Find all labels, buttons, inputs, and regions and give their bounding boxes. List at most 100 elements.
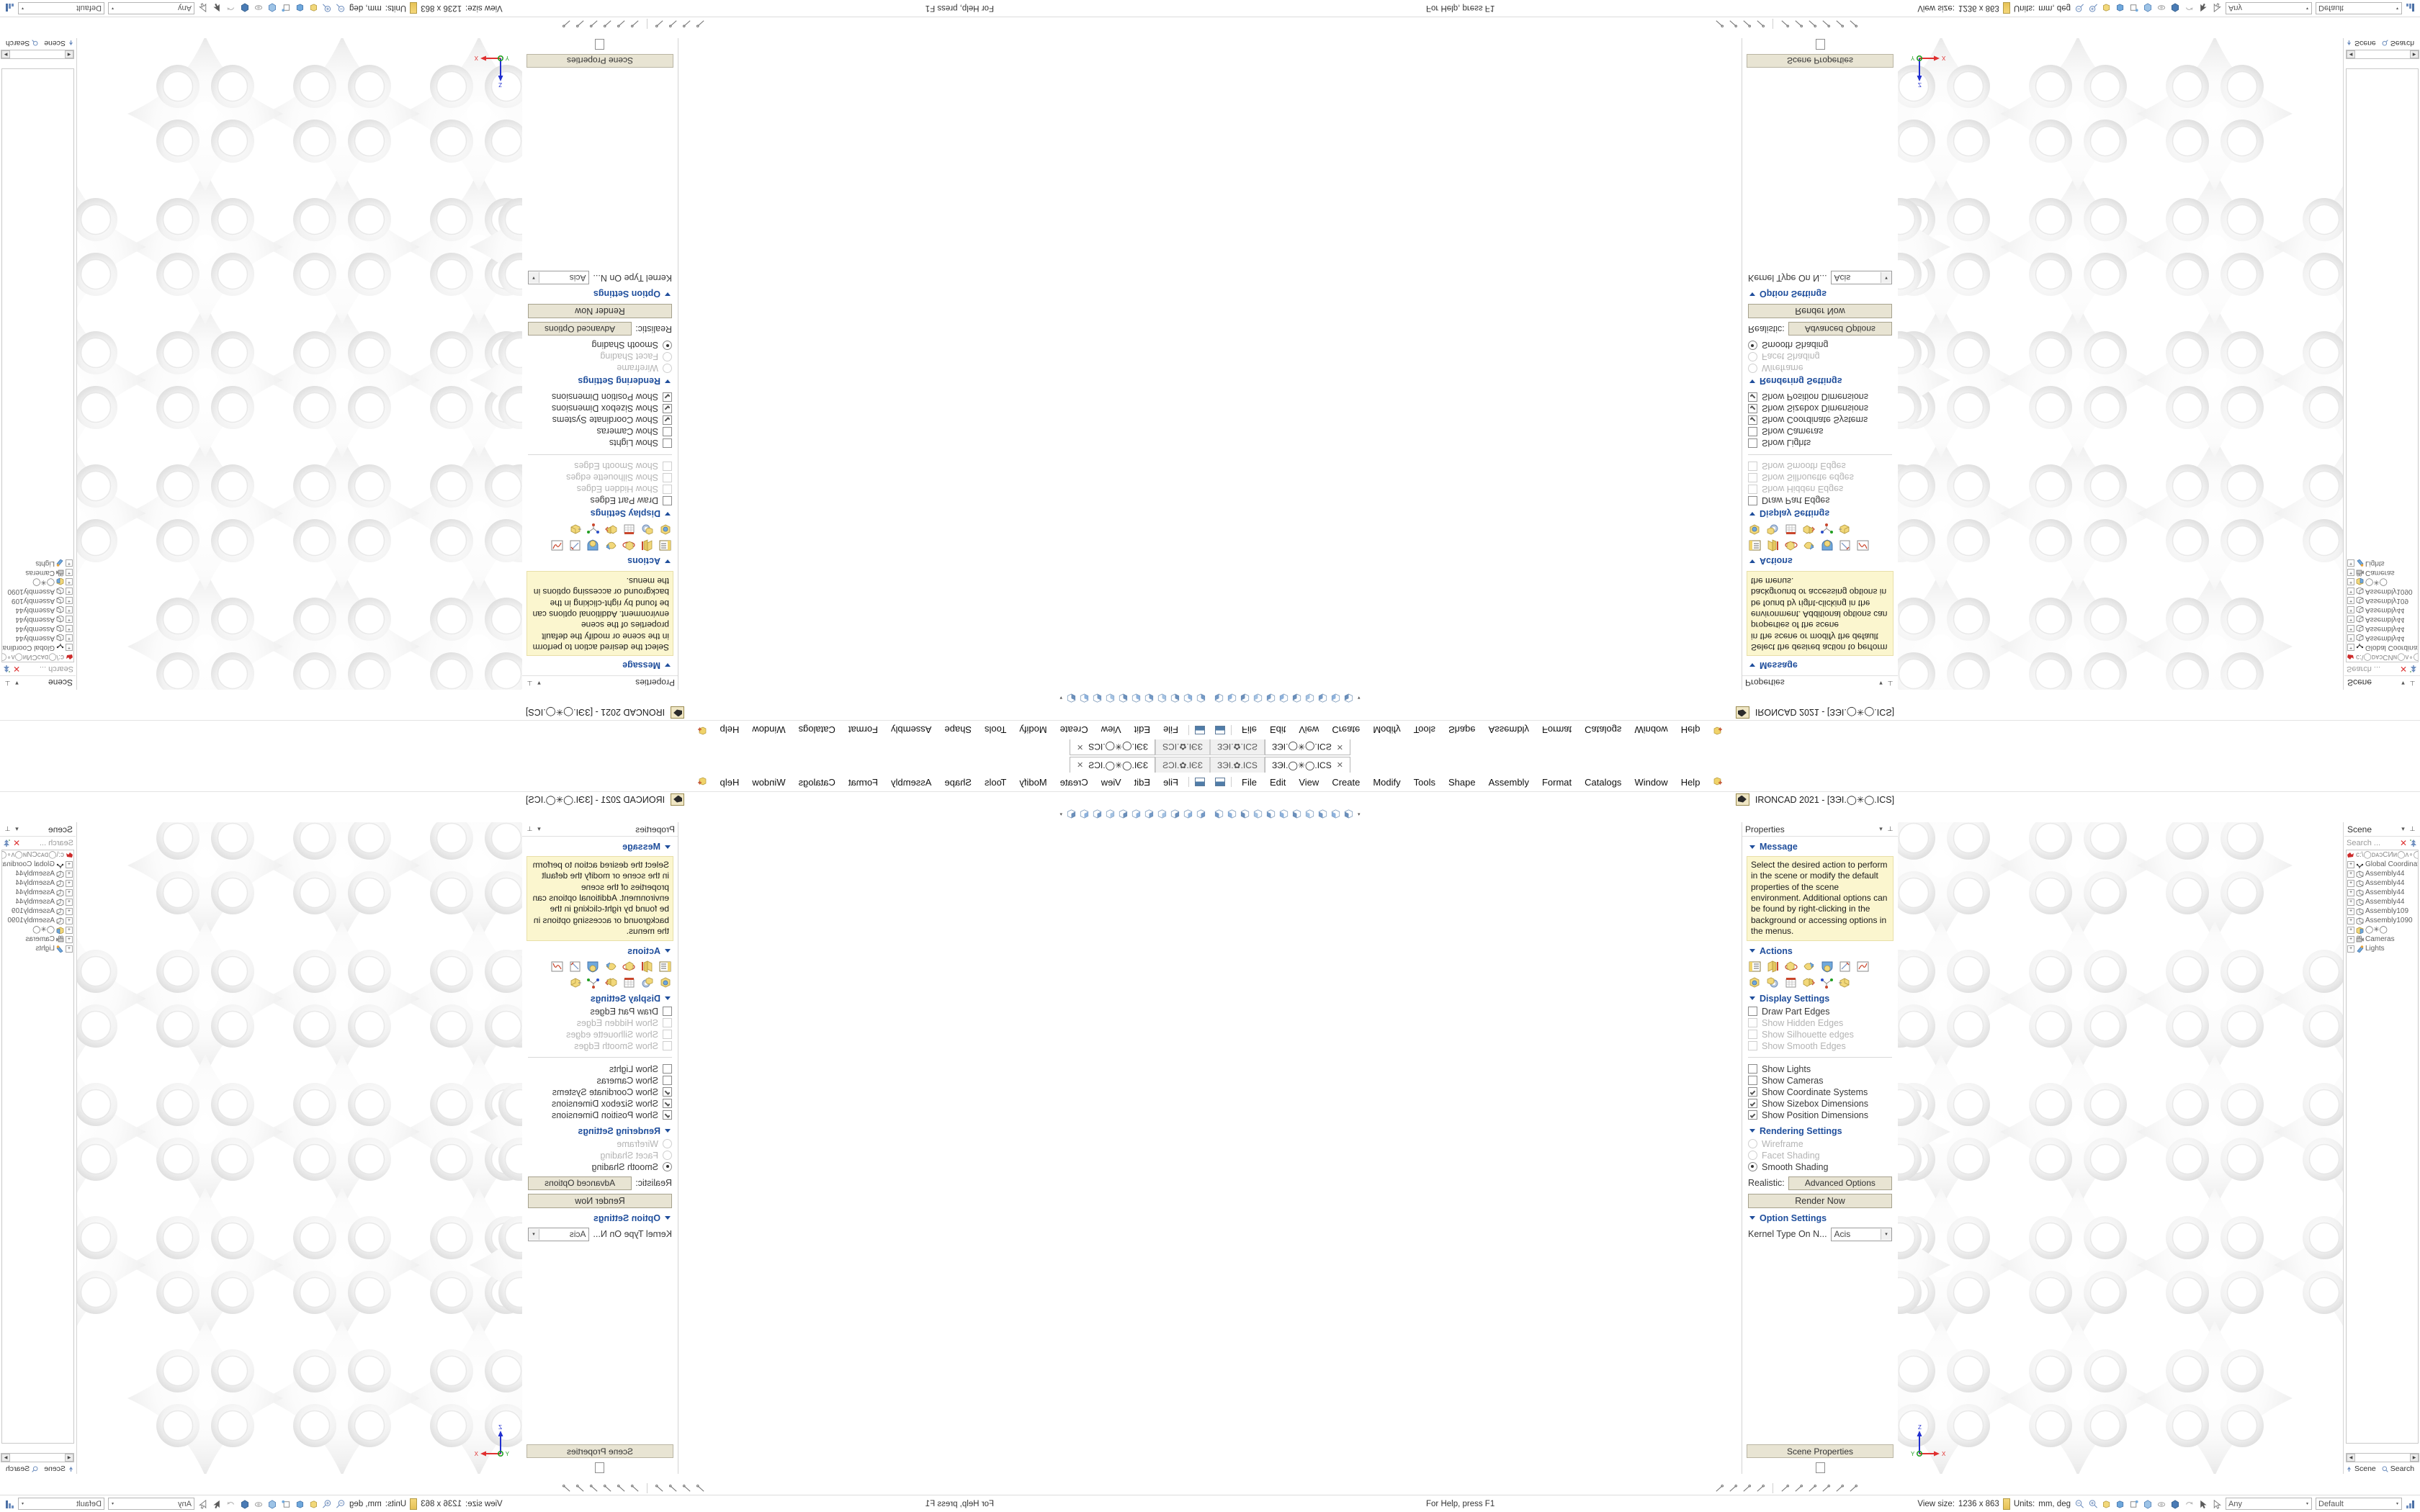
shield-color-icon[interactable] [1820, 539, 1834, 552]
view-orientation-icon[interactable] [1252, 692, 1263, 704]
scroll-right-icon[interactable]: ▶ [1, 1454, 10, 1462]
expand-plus-icon[interactable]: + [2347, 559, 2354, 567]
fillet-icon[interactable] [1821, 19, 1832, 30]
view-orientation-icon[interactable] [1265, 809, 1276, 821]
scene-tree[interactable]: c:\◯ᴅᴀɔCИи◯ᴧ∘◯∘◯∘ᴧ◯ИN+Global Coordinate … [1, 850, 74, 1444]
offset-icon[interactable] [1793, 1483, 1804, 1493]
edit-sketch-icon[interactable] [568, 960, 582, 973]
view-orientation-icon[interactable] [1092, 692, 1103, 704]
network-status-icon[interactable] [4, 4, 14, 14]
display-settings-header[interactable]: Display Settings [522, 993, 678, 1004]
scene-tree-node[interactable]: + Assembly44 [2347, 888, 2418, 897]
dimension-icon[interactable] [1834, 19, 1845, 30]
extrude-part-icon[interactable] [1766, 539, 1780, 552]
pin-icon[interactable]: ⊥ [526, 680, 533, 687]
checkbox-show-position-dimensions[interactable]: Show Position Dimensions [1748, 1110, 1892, 1121]
expand-plus-icon[interactable]: + [66, 578, 73, 586]
checkbox-draw-part-edges[interactable]: Draw Part Edges [528, 495, 672, 506]
grid-snap-icon[interactable] [622, 523, 636, 536]
checkbox-show-cameras[interactable]: Show Cameras [1748, 1075, 1892, 1086]
render-style-select[interactable]: Default ▾ [2316, 1498, 2402, 1510]
rotate-scene-icon[interactable] [622, 960, 636, 973]
view-orientation-icon[interactable] [1157, 692, 1168, 704]
chevron-down-icon[interactable]: ▾ [15, 680, 19, 687]
menu-item-assembly[interactable]: Assembly [891, 776, 932, 788]
scene-tree-node[interactable]: + Lights [2, 944, 73, 953]
checkbox-box[interactable] [663, 438, 672, 448]
view-box-icon[interactable] [239, 1499, 250, 1509]
filter-tree-icon[interactable] [2409, 665, 2418, 674]
filter-tree-icon[interactable] [2, 665, 11, 674]
display-settings-header[interactable]: Display Settings [522, 508, 678, 519]
view-orientation-icon[interactable] [1317, 692, 1328, 704]
scene-tree-node[interactable]: + ◯✳◯ [2347, 925, 2418, 935]
shade-icon[interactable] [2143, 1499, 2154, 1509]
menu-item-tools[interactable]: Tools [985, 776, 1007, 788]
document-tab-inactive[interactable]: ЗЭI.✿.ICS [1210, 739, 1265, 755]
view-orientation-icon[interactable] [1105, 809, 1116, 821]
panel-layout-icon[interactable] [595, 1462, 605, 1473]
rendering-settings-header[interactable]: Rendering Settings [1742, 1125, 1898, 1137]
pin-icon[interactable]: ⊥ [2409, 825, 2416, 832]
menu-item-edit[interactable]: Edit [1269, 776, 1286, 788]
spline-icon[interactable] [1755, 1483, 1766, 1493]
graph-curve-icon[interactable] [1856, 960, 1870, 973]
radio-smooth-shading[interactable]: Smooth Shading [528, 339, 672, 351]
scene-tree-node[interactable]: + Cameras [2, 568, 73, 577]
3d-viewport[interactable]: Z X Y [76, 822, 522, 1474]
render-style-select[interactable]: Default ▾ [2316, 2, 2402, 14]
scene-tree-root[interactable]: c:\◯ᴅᴀɔCИи◯ᴧ∘◯∘◯∘ᴧ◯ИN [1, 652, 73, 662]
scene-tree-node[interactable]: + Assembly109 [2347, 596, 2418, 606]
expand-plus-icon[interactable]: + [66, 898, 73, 906]
snap-icon[interactable] [2129, 1499, 2140, 1509]
view-orientation-icon[interactable] [1183, 692, 1193, 704]
expand-plus-icon[interactable]: + [2347, 625, 2354, 633]
chevron-down-icon[interactable]: ▾ [2401, 680, 2405, 687]
menu-item-create[interactable]: Create [1332, 776, 1361, 788]
checkbox-box[interactable] [1748, 1007, 1757, 1017]
menu-item-file[interactable]: File [1242, 724, 1257, 736]
expand-plus-icon[interactable]: + [2347, 917, 2354, 924]
chevron-down-icon[interactable]: ▾ [1881, 1228, 1891, 1240]
scene-tree-hscrollbar[interactable]: ◀ ▶ [2346, 1453, 2419, 1462]
scene-tree-node[interactable]: + Assembly1090 [2347, 916, 2418, 925]
scene-search-input[interactable]: Search ... [39, 838, 73, 847]
list-properties-icon[interactable] [1748, 960, 1762, 973]
scene-tree-node[interactable]: + Assembly109 [2, 906, 73, 916]
fillet-icon[interactable] [588, 1483, 599, 1493]
add-part-icon[interactable] [696, 776, 708, 788]
fillet-icon[interactable] [1821, 1483, 1832, 1493]
circle-icon[interactable] [668, 1483, 678, 1493]
message-section-header[interactable]: Message [522, 841, 678, 852]
constraint-icon[interactable] [1848, 1483, 1859, 1493]
edit-sketch-icon[interactable] [1838, 539, 1852, 552]
network-status-icon[interactable] [4, 1499, 14, 1509]
pick-arrow-icon[interactable] [198, 1499, 209, 1509]
expand-plus-icon[interactable]: + [66, 917, 73, 924]
menu-item-tools[interactable]: Tools [1413, 724, 1435, 736]
view-orientation-icon[interactable] [1105, 692, 1116, 704]
chevron-down-icon[interactable]: ▾ [529, 272, 539, 284]
scene-tree-node[interactable]: + Assembly44 [2, 615, 73, 624]
offset-icon[interactable] [1793, 19, 1804, 30]
scene-tree-hscrollbar[interactable]: ◀ ▶ [1, 1453, 74, 1462]
scroll-right-icon[interactable]: ▶ [1, 50, 10, 58]
render-now-button[interactable]: Render Now [1748, 1193, 1892, 1208]
menu-item-help[interactable]: Help [720, 724, 740, 736]
menu-item-file[interactable]: File [1163, 724, 1178, 736]
coordinate-triad-icon[interactable] [1820, 976, 1834, 989]
snap-icon[interactable] [280, 4, 291, 14]
checkbox-box[interactable] [663, 1007, 672, 1017]
graph-curve-icon[interactable] [550, 960, 564, 973]
gear-settings-icon[interactable] [640, 976, 654, 989]
pin-icon[interactable]: ⊥ [2409, 680, 2416, 687]
menu-item-view[interactable]: View [1299, 776, 1319, 788]
add-part-icon[interactable] [1712, 724, 1724, 736]
grid-snap-icon[interactable] [1784, 976, 1798, 989]
radio-button[interactable] [663, 1162, 672, 1172]
chevron-down-icon[interactable]: ▾ [22, 1502, 24, 1506]
scroll-right-icon[interactable]: ▶ [2410, 1454, 2419, 1462]
menu-item-format[interactable]: Format [1541, 776, 1572, 788]
select-arrow-icon[interactable] [2197, 4, 2208, 14]
panel-layout-icon[interactable] [1815, 39, 1825, 50]
